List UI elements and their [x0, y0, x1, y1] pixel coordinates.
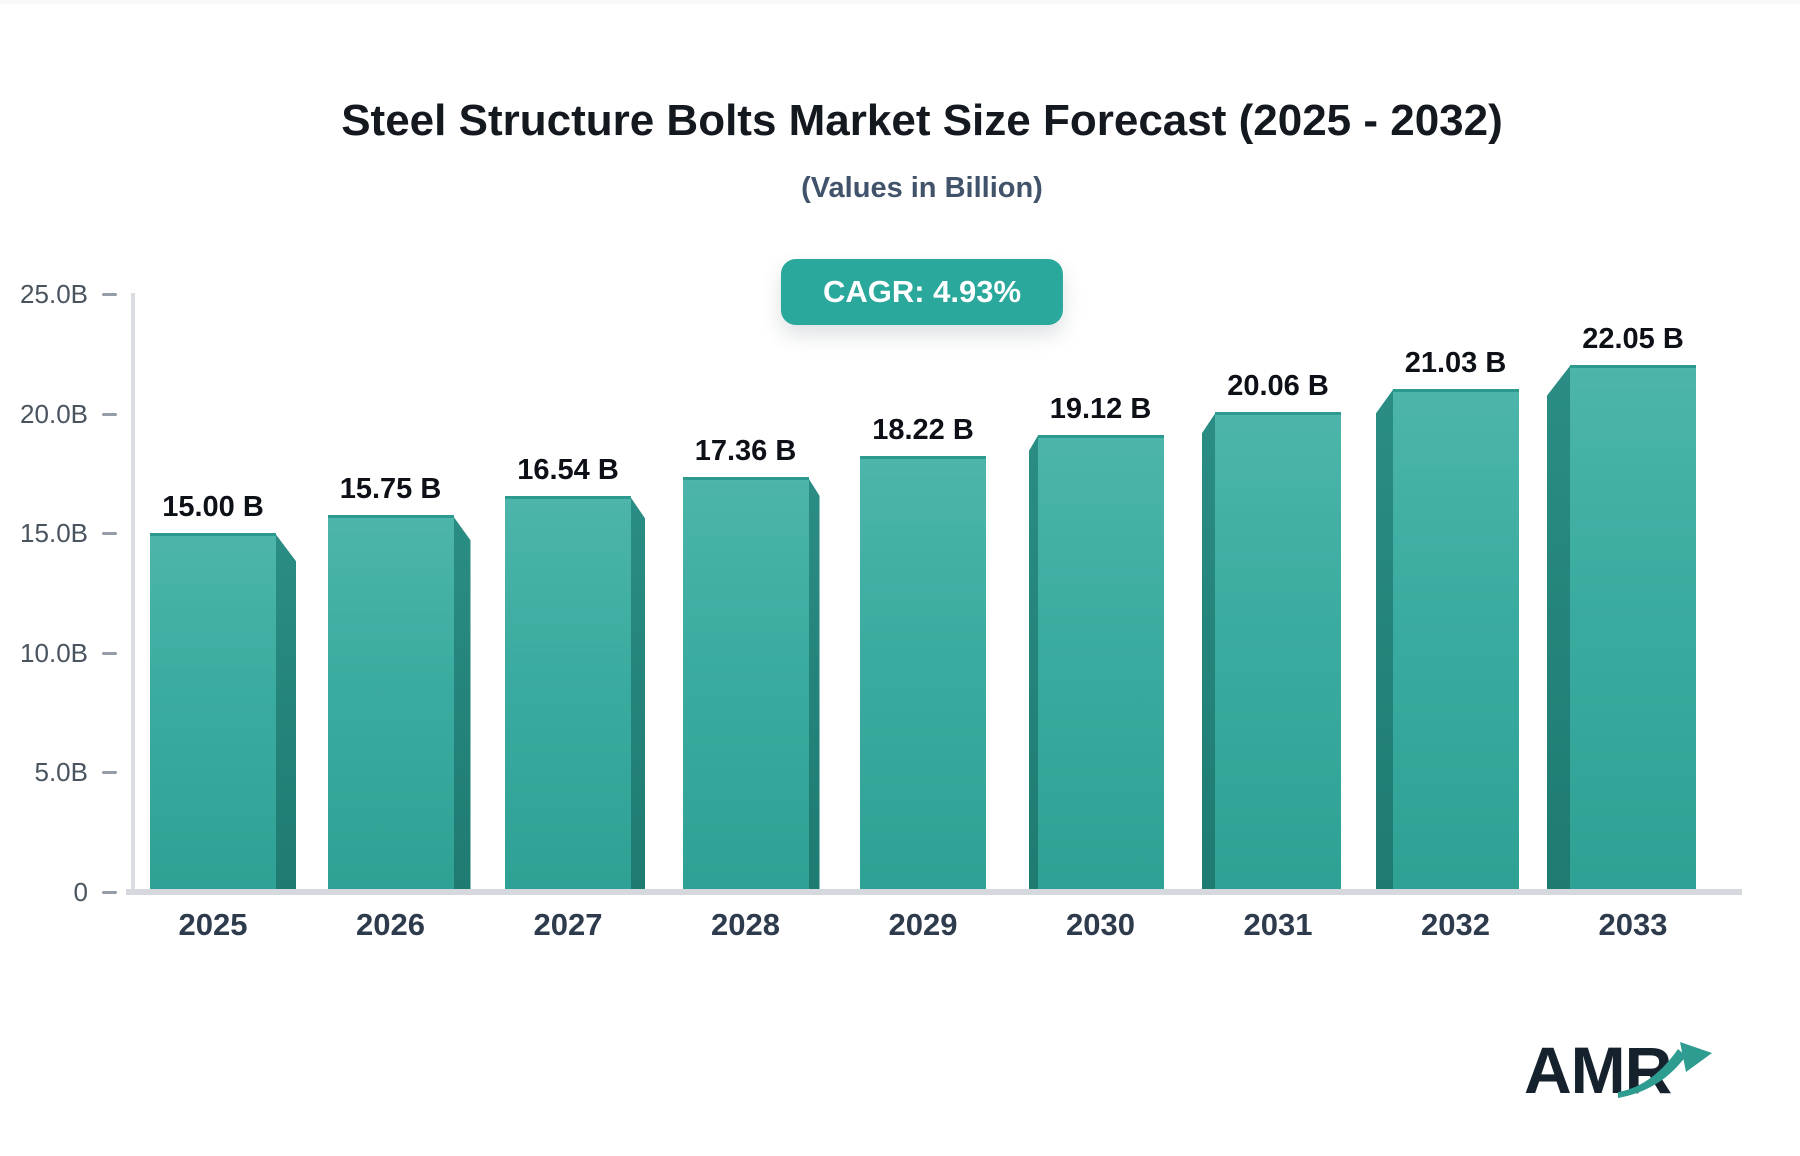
x-axis-label: 2033	[1598, 907, 1668, 942]
bar-value-label: 15.75 B	[339, 473, 442, 506]
amr-logo: AMR	[1524, 1026, 1724, 1118]
bar-value-label: 19.12 B	[1049, 392, 1152, 425]
x-axis-label: 2031	[1243, 907, 1313, 942]
x-axis-line	[126, 889, 1742, 895]
bar-2027	[505, 496, 631, 892]
y-axis-tick-label: 25.0B	[20, 279, 88, 309]
y-axis-tick-label: 10.0B	[20, 637, 88, 668]
growth-arrow-icon	[1618, 1042, 1712, 1098]
x-axis-label: 2027	[533, 907, 603, 942]
y-axis-tick-mark	[102, 532, 117, 536]
bar-2026	[327, 515, 454, 892]
bar-2029	[860, 456, 986, 892]
x-axis-label: 2028	[711, 907, 780, 942]
cagr-badge: CAGR: 4.93%	[780, 259, 1064, 325]
bar-value-label: 15.00 B	[162, 491, 264, 524]
bar-2030	[1037, 434, 1164, 892]
x-axis-label: 2030	[1066, 907, 1135, 942]
x-axis-label: 2032	[1421, 907, 1490, 942]
y-axis-tick-label: 15.0B	[20, 518, 88, 549]
bar-value-label: 20.06 B	[1227, 370, 1329, 403]
bar-3d-side	[275, 533, 296, 892]
y-axis-tick-label: 20.0B	[20, 398, 88, 429]
bar-3d-side	[1547, 364, 1571, 892]
bar-3d-side	[1202, 412, 1216, 892]
bar-2025	[150, 533, 276, 892]
y-axis-tick-mark	[102, 293, 117, 296]
y-axis-line	[131, 293, 135, 892]
bar-value-label: 18.22 B	[872, 414, 974, 447]
y-axis-tick-mark	[102, 651, 117, 655]
y-axis-tick-label: 0	[73, 877, 88, 907]
y-axis-tick-mark	[102, 412, 117, 416]
chart-title: Steel Structure Bolts Market Size Foreca…	[341, 96, 1503, 145]
bar-3d-side	[452, 515, 471, 892]
bar-3d-side	[1028, 434, 1039, 892]
chart-subtitle: (Values in Billion)	[801, 172, 1043, 204]
bar-value-label: 16.54 B	[517, 454, 619, 487]
bar-2028	[682, 476, 809, 892]
bar-value-label: 22.05 B	[1582, 322, 1684, 355]
y-axis-tick-mark	[102, 891, 117, 894]
bar-2032	[1392, 388, 1519, 892]
x-axis-label: 2029	[888, 907, 958, 942]
x-axis-label: 2025	[178, 907, 248, 942]
amr-logo-text: AMR	[1524, 1033, 1672, 1107]
bar-3d-side	[630, 496, 645, 892]
x-axis-label: 2026	[356, 907, 425, 942]
bar-3d-side	[807, 476, 820, 892]
bar-2033	[1570, 364, 1696, 892]
bar-value-label: 21.03 B	[1404, 346, 1507, 379]
y-axis-tick-label: 5.0B	[34, 757, 89, 788]
bar-value-label: 17.36 B	[694, 434, 797, 467]
bar-2031	[1215, 412, 1341, 892]
bar-3d-side	[1375, 388, 1394, 892]
y-axis-tick-mark	[102, 771, 117, 775]
